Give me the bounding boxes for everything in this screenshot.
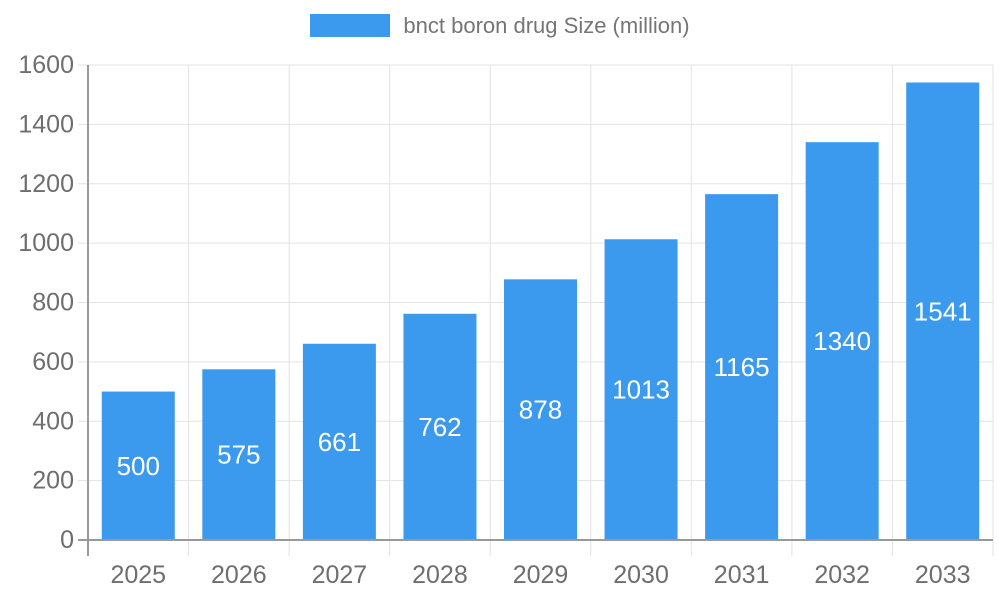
bar-2031[interactable] (705, 194, 779, 540)
y-tick-label: 1000 (18, 229, 74, 257)
bar-2027[interactable] (302, 343, 376, 540)
y-tick-label: 400 (32, 407, 74, 435)
x-tick-label: 2028 (412, 561, 468, 589)
x-tick-label: 2033 (915, 561, 971, 589)
bar-2029[interactable] (504, 279, 577, 540)
bar-value-label: 1541 (914, 296, 972, 326)
bar-2033[interactable] (906, 82, 980, 540)
bar-value-label: 878 (519, 395, 562, 425)
legend-label: bnct boron drug Size (million) (403, 13, 690, 38)
x-tick-label: 2031 (714, 561, 770, 589)
bar-2032[interactable] (805, 142, 879, 540)
bar-value-label: 1165 (714, 352, 770, 382)
y-tick-label: 1400 (18, 110, 74, 138)
y-tick-label: 600 (32, 348, 74, 376)
bar-2028[interactable] (403, 313, 477, 540)
x-tick-label: 2027 (312, 561, 368, 589)
bar-2025[interactable] (101, 391, 175, 540)
x-tick-label: 2025 (110, 561, 166, 589)
bar-value-label: 1013 (612, 375, 670, 405)
bar-value-label: 1340 (813, 326, 871, 356)
bar-value-label: 661 (318, 427, 361, 457)
y-tick-label: 200 (32, 467, 74, 495)
y-tick-label: 1600 (18, 51, 74, 79)
bar-value-label: 500 (117, 451, 160, 481)
legend: bnct boron drug Size (million) (0, 14, 1000, 37)
bar-value-label: 575 (217, 440, 260, 470)
y-tick-label: 1200 (18, 170, 74, 198)
x-tick-label: 2029 (513, 561, 569, 589)
bar-2030[interactable] (604, 239, 678, 540)
legend-swatch-icon (310, 14, 391, 37)
y-tick-label: 0 (60, 526, 74, 554)
y-tick-label: 800 (32, 289, 74, 317)
x-tick-label: 2026 (211, 561, 267, 589)
legend-item[interactable]: bnct boron drug Size (million) (310, 13, 690, 38)
bar-value-label: 762 (418, 412, 461, 442)
x-tick-label: 2032 (814, 561, 870, 589)
bar-2026[interactable] (202, 369, 276, 540)
x-tick-label: 2030 (613, 561, 669, 589)
